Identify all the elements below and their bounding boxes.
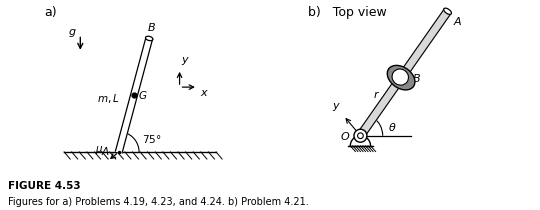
Polygon shape — [116, 38, 152, 153]
Circle shape — [357, 133, 363, 139]
Text: $g$: $g$ — [68, 28, 76, 39]
Ellipse shape — [145, 36, 153, 41]
Text: $y$: $y$ — [333, 101, 341, 113]
Text: $A$: $A$ — [101, 145, 110, 157]
Text: $A$: $A$ — [453, 15, 462, 27]
Polygon shape — [357, 9, 451, 138]
Text: b)   Top view: b) Top view — [308, 6, 387, 19]
Text: FIGURE 4.53: FIGURE 4.53 — [8, 181, 80, 191]
Text: Figures for a) Problems 4.19, 4.23, and 4.24. b) Problem 4.21.: Figures for a) Problems 4.19, 4.23, and … — [8, 197, 309, 207]
Text: a): a) — [44, 6, 57, 19]
Ellipse shape — [387, 65, 415, 90]
Text: $r$: $r$ — [373, 89, 380, 100]
Text: $\theta$: $\theta$ — [388, 121, 396, 133]
Text: $y$: $y$ — [180, 55, 190, 67]
Text: $\mu$: $\mu$ — [96, 143, 104, 156]
Circle shape — [354, 129, 367, 142]
Text: $m, L$: $m, L$ — [97, 92, 119, 105]
Text: $75°$: $75°$ — [142, 133, 161, 145]
Text: $G$: $G$ — [138, 89, 148, 101]
Text: $O$: $O$ — [340, 130, 350, 142]
Ellipse shape — [392, 69, 408, 85]
Text: $B$: $B$ — [412, 72, 421, 84]
Ellipse shape — [444, 8, 451, 14]
Ellipse shape — [356, 133, 365, 139]
Text: $x$: $x$ — [200, 88, 209, 98]
Text: $B$: $B$ — [147, 21, 156, 33]
